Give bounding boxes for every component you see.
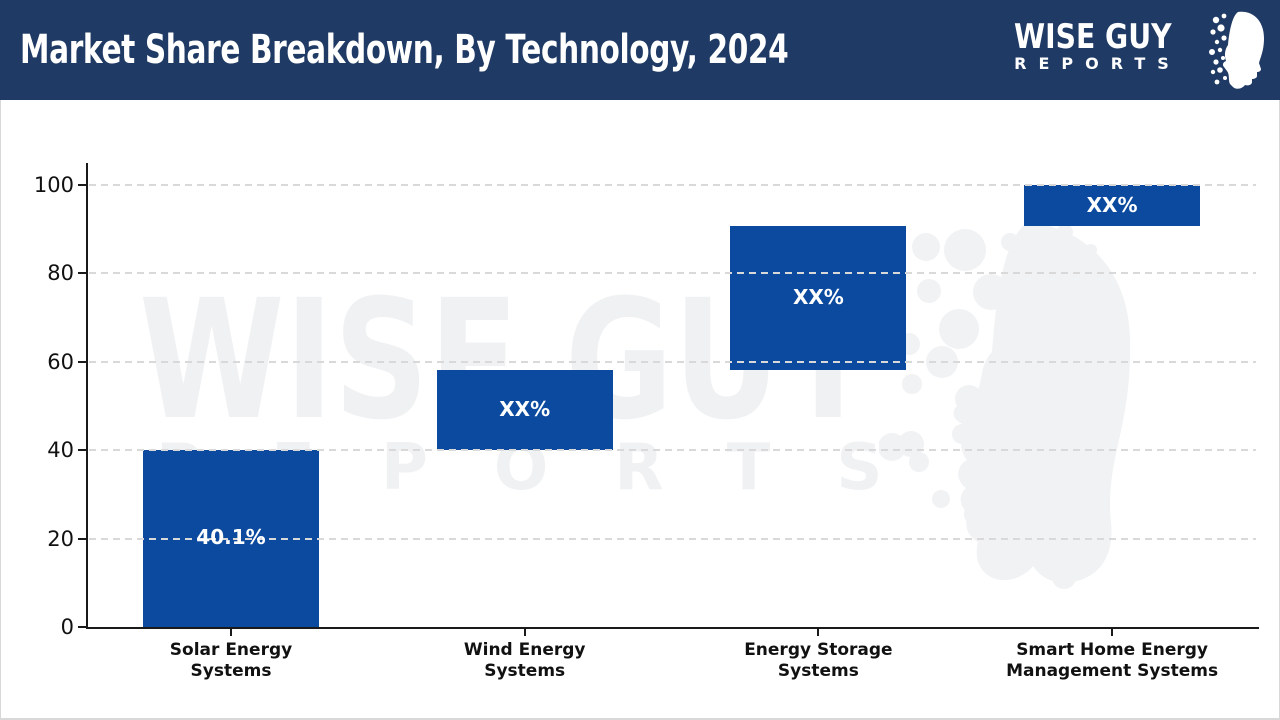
y-tick-label: 0 <box>60 615 74 639</box>
y-tick-label: 40 <box>47 438 74 463</box>
gridline-y-40 <box>89 449 1256 452</box>
page-title: Market Share Breakdown, By Technology, 2… <box>20 0 1058 100</box>
x-category-label: Solar Energy Systems <box>169 640 293 681</box>
bar-wind-energy-systems <box>436 369 613 450</box>
watermark-face-icon <box>879 222 1131 589</box>
x-axis-tick <box>523 629 526 636</box>
bar-smart-home-energy-management-systems <box>1024 185 1201 227</box>
y-axis-line <box>86 163 88 629</box>
gridline-y-100 <box>89 184 1256 186</box>
gridline-y-60 <box>89 360 1256 363</box>
x-axis-line <box>86 627 1259 629</box>
y-axis-tick <box>78 360 86 363</box>
brand-logo-line1: WISE GUY <box>1014 17 1172 57</box>
y-tick-label: 100 <box>33 173 74 197</box>
bar-value-label: XX% <box>499 396 551 421</box>
brand-logo-text: WISE GUY REPORTS <box>1014 20 1204 72</box>
brand-logo-line2: REPORTS <box>1014 54 1181 73</box>
bar-energy-storage-systems <box>730 226 907 370</box>
x-category-label: Energy Storage Systems <box>744 640 893 681</box>
y-axis-tick <box>78 272 86 275</box>
y-axis-tick <box>78 449 86 452</box>
x-axis-tick <box>817 629 820 636</box>
bar-value-label: 40.1% <box>196 525 266 550</box>
y-tick-label: 60 <box>47 349 74 374</box>
x-category-label: Wind Energy Systems <box>463 640 586 681</box>
gridline-y-80 <box>89 272 1256 275</box>
brand-face-icon <box>1209 11 1264 89</box>
brand-logo: WISE GUY REPORTS <box>1006 6 1266 94</box>
header-bar: Market Share Breakdown, By Technology, 2… <box>0 0 1280 100</box>
x-axis-tick <box>1111 629 1114 636</box>
y-tick-label: 20 <box>47 526 74 551</box>
x-axis-tick <box>230 629 232 636</box>
bar-value-label: XX% <box>1086 192 1138 217</box>
gridline-y-20 <box>89 537 1256 540</box>
y-axis-tick <box>78 626 86 628</box>
y-tick-label: 80 <box>47 261 74 286</box>
x-category-label: Smart Home Energy Management Systems <box>1006 640 1219 681</box>
bar-value-label: XX% <box>792 284 844 309</box>
y-axis-tick <box>78 537 86 540</box>
page-title-text: Market Share Breakdown, By Technology, 2… <box>20 27 789 73</box>
y-axis-tick <box>78 184 86 186</box>
